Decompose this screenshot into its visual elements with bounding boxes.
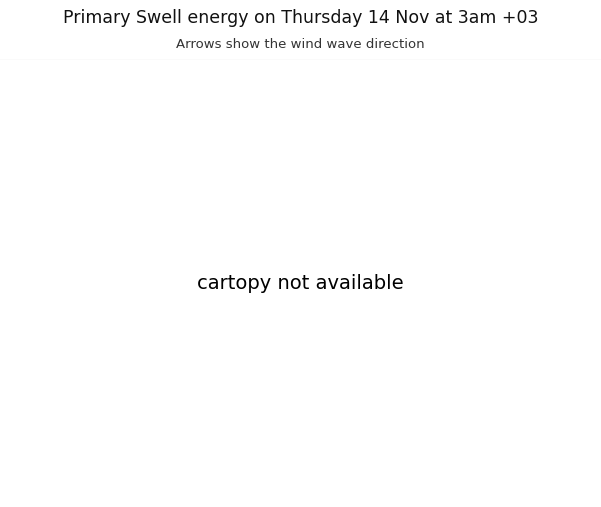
Text: Primary Swell energy on Thursday 14 Nov at 3am +03: Primary Swell energy on Thursday 14 Nov … xyxy=(63,9,538,27)
Text: cartopy not available: cartopy not available xyxy=(197,274,404,293)
Text: Arrows show the wind wave direction: Arrows show the wind wave direction xyxy=(176,38,425,51)
